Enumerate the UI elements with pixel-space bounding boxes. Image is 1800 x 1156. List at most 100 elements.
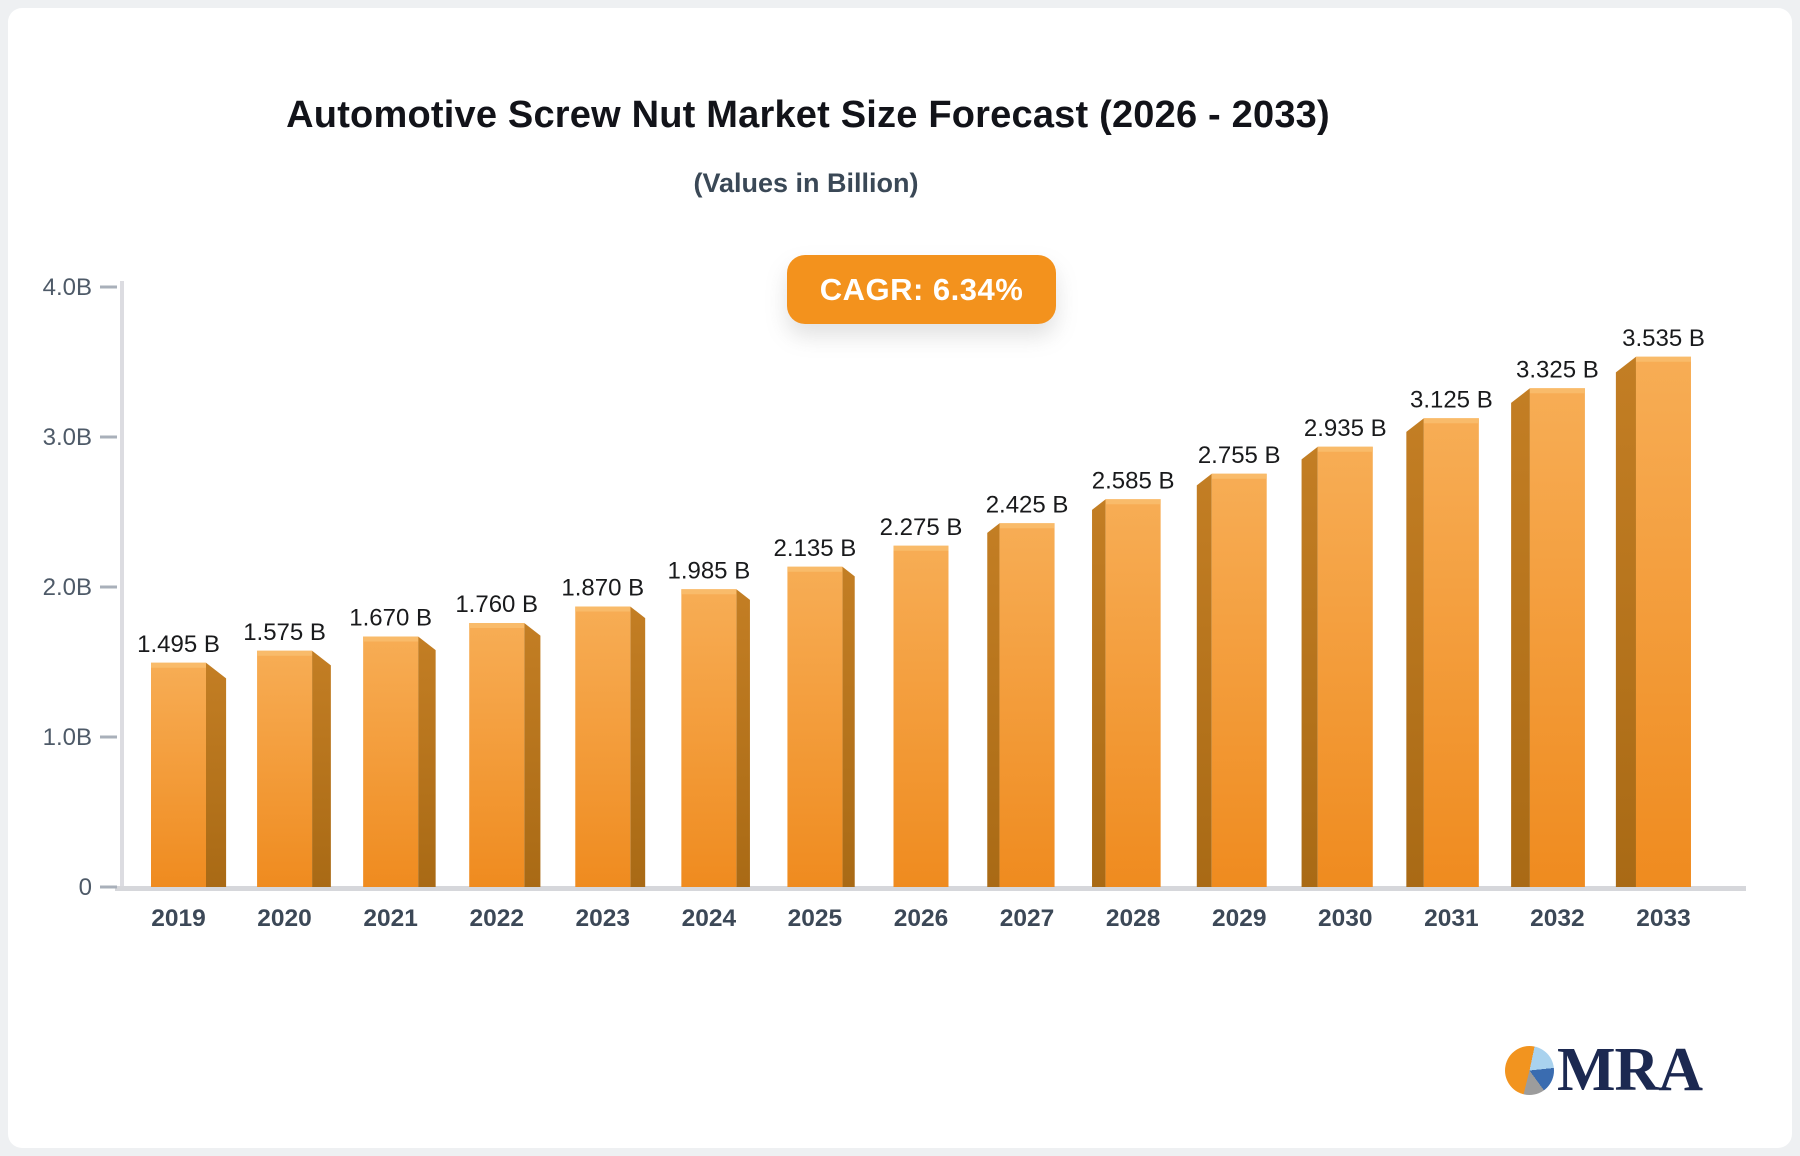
bar-2024: 1.985 B 2024 xyxy=(667,557,750,932)
x-axis-year-label: 2023 xyxy=(576,905,631,932)
bar-value-label: 1.985 B xyxy=(667,557,750,584)
bar-top-highlight xyxy=(893,545,949,551)
bar-value-label: 3.535 B xyxy=(1622,325,1705,352)
x-axis-year-label: 2029 xyxy=(1212,905,1267,932)
y-tick-label: 2.0B xyxy=(43,574,92,601)
bar-front-face xyxy=(893,545,949,887)
bar-front-face xyxy=(1317,446,1373,887)
x-axis-year-label: 2020 xyxy=(257,905,312,932)
bar-top-highlight xyxy=(1105,499,1161,505)
x-axis-year-label: 2021 xyxy=(363,905,418,932)
bar-side-face xyxy=(630,606,646,887)
bar-front-face xyxy=(1423,418,1479,887)
bar-value-label: 1.495 B xyxy=(137,631,220,658)
bar-2026: 2.275 B 2026 xyxy=(880,514,963,932)
bar-value-label: 2.935 B xyxy=(1304,415,1387,442)
bar-2031: 3.125 B 2031 xyxy=(1406,386,1493,932)
y-tick-label: 4.0B xyxy=(43,274,92,301)
bar-side-face xyxy=(1615,356,1636,887)
bar-2030: 2.935 B 2030 xyxy=(1301,415,1387,932)
bar-2028: 2.585 B 2028 xyxy=(1092,467,1175,932)
bar-front-face xyxy=(1211,473,1267,887)
y-tick-label: 1.0B xyxy=(43,724,92,751)
bar-value-label: 1.870 B xyxy=(561,575,644,602)
bar-front-face xyxy=(1529,388,1585,887)
bar-side-face xyxy=(1092,499,1106,887)
bar-2032: 3.325 B 2032 xyxy=(1511,356,1599,932)
bar-top-highlight xyxy=(469,623,525,628)
x-axis-year-label: 2027 xyxy=(1000,905,1055,932)
bar-side-face xyxy=(312,650,331,887)
bar-value-label: 1.670 B xyxy=(349,605,432,632)
bar-top-highlight xyxy=(1423,418,1479,424)
brand-logo: MRA xyxy=(1505,1036,1703,1104)
bar-front-face xyxy=(1105,499,1161,887)
bar-2020: 1.575 B 2020 xyxy=(243,619,331,932)
bar-value-label: 3.325 B xyxy=(1516,356,1599,383)
bar-side-face xyxy=(524,623,541,887)
pie-chart-logo-icon xyxy=(1505,1045,1554,1095)
bar-top-highlight xyxy=(1317,446,1373,452)
bar-2029: 2.755 B 2029 xyxy=(1196,442,1281,932)
bar-top-highlight xyxy=(1211,473,1267,479)
bar-side-face xyxy=(1301,446,1318,887)
bar-side-face xyxy=(206,662,227,887)
bar-front-face xyxy=(681,589,737,887)
bar-2023: 1.870 B 2023 xyxy=(561,575,646,932)
bar-top-highlight xyxy=(575,606,631,612)
bar-side-face xyxy=(736,589,750,887)
bar-front-face xyxy=(257,650,313,887)
bar-2019: 1.495 B 2019 xyxy=(137,631,227,932)
bar-front-face xyxy=(787,566,843,887)
bar-side-face xyxy=(1511,388,1530,887)
bar-front-face xyxy=(469,623,525,887)
bar-value-label: 1.760 B xyxy=(455,591,538,618)
bar-top-highlight xyxy=(1529,388,1585,394)
x-axis-year-label: 2019 xyxy=(151,905,206,932)
x-axis-year-label: 2022 xyxy=(469,905,524,932)
bar-side-face xyxy=(987,523,1000,887)
bar-2027: 2.425 B 2027 xyxy=(986,491,1069,932)
bar-2025: 2.135 B 2025 xyxy=(774,535,857,932)
bar-value-label: 1.575 B xyxy=(243,619,326,646)
bar-front-face xyxy=(363,636,419,887)
bar-value-label: 2.135 B xyxy=(774,535,857,562)
x-axis-year-label: 2025 xyxy=(788,905,843,932)
bar-side-face xyxy=(1196,473,1212,887)
bar-2022: 1.760 B 2022 xyxy=(455,591,541,932)
bar-top-highlight xyxy=(681,589,737,595)
bar-2033: 3.535 B 2033 xyxy=(1615,325,1705,932)
bar-side-face xyxy=(842,566,855,887)
bar-value-label: 2.755 B xyxy=(1198,442,1281,469)
x-axis-year-label: 2028 xyxy=(1106,905,1161,932)
bar-top-highlight xyxy=(787,566,843,572)
bar-value-label: 2.425 B xyxy=(986,491,1069,518)
bar-2021: 1.670 B 2021 xyxy=(349,605,436,932)
x-axis-year-label: 2033 xyxy=(1636,905,1691,932)
bar-front-face xyxy=(999,523,1055,887)
bar-side-face xyxy=(418,636,436,887)
bar-top-highlight xyxy=(151,662,206,668)
x-axis-year-label: 2032 xyxy=(1530,905,1585,932)
brand-logo-text: MRA xyxy=(1557,1036,1703,1104)
bar-front-face xyxy=(575,606,631,887)
bar-top-highlight xyxy=(1635,356,1691,362)
bar-side-face xyxy=(1406,418,1424,887)
chart-subtitle: (Values in Billion) xyxy=(693,168,919,198)
x-axis-year-label: 2031 xyxy=(1424,905,1479,932)
bar-value-label: 2.275 B xyxy=(880,514,963,541)
cagr-badge: CAGR: 6.34% xyxy=(787,255,1056,324)
bar-top-highlight xyxy=(999,523,1055,529)
x-axis-year-label: 2026 xyxy=(894,905,949,932)
x-axis-year-label: 2030 xyxy=(1318,905,1373,932)
cagr-badge-label: CAGR: 6.34% xyxy=(819,271,1024,307)
x-axis-year-label: 2024 xyxy=(682,905,737,932)
x-axis-baseline xyxy=(115,886,1746,891)
bar-top-highlight xyxy=(363,636,419,642)
bar-top-highlight xyxy=(257,650,313,656)
bar-front-face xyxy=(1635,356,1691,887)
bar-value-label: 2.585 B xyxy=(1092,467,1175,494)
bar-front-face xyxy=(151,662,206,887)
